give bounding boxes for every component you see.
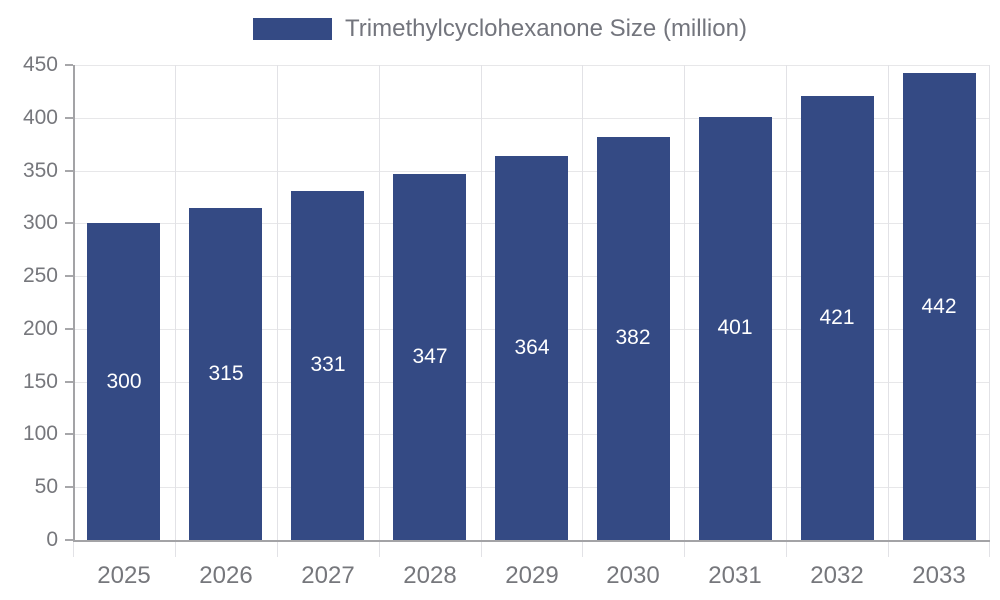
- y-axis-tick: [65, 380, 73, 383]
- y-axis-tick: [65, 486, 73, 489]
- x-axis-line: [73, 540, 990, 542]
- gridline-vertical: [277, 65, 278, 557]
- gridline-horizontal: [73, 117, 990, 119]
- bar[interactable]: [189, 207, 262, 540]
- gridline-vertical: [888, 65, 889, 557]
- y-axis-tick: [65, 275, 73, 278]
- x-tick-label: 2033: [912, 562, 966, 589]
- y-tick-label: 400: [22, 105, 58, 129]
- y-axis-tick: [65, 169, 73, 172]
- y-axis-tick: [65, 433, 73, 436]
- y-axis-tick: [65, 222, 73, 225]
- y-axis-tick: [65, 116, 73, 119]
- x-tick-label: 2026: [199, 562, 253, 589]
- y-tick-label: 300: [22, 211, 58, 235]
- bar[interactable]: [597, 136, 670, 540]
- bar[interactable]: [801, 95, 874, 540]
- y-tick-label: 250: [22, 264, 58, 288]
- legend-swatch: [253, 18, 333, 40]
- y-axis-line: [73, 65, 75, 540]
- plot-area: 0 50 100 150 200 250 300 350 400 450 300 315 331 347…: [23, 53, 990, 589]
- gridline-vertical: [582, 65, 583, 557]
- bar[interactable]: [903, 73, 976, 540]
- gridline-vertical: [481, 65, 482, 557]
- y-tick-label: 350: [22, 158, 58, 182]
- y-tick-label: 150: [22, 369, 58, 393]
- y-tick-label: 0: [46, 528, 58, 551]
- bar[interactable]: [87, 223, 160, 540]
- y-axis-tick: [65, 327, 73, 330]
- legend-item[interactable]: Trimethylcyclohexanone Size (million): [0, 17, 1000, 41]
- x-tick-label: 2027: [301, 562, 355, 589]
- x-tick-label: 2031: [708, 562, 762, 589]
- x-tick-label: 2028: [403, 562, 457, 589]
- y-axis-tick: [65, 64, 73, 66]
- gridline-vertical: [989, 65, 990, 557]
- x-tick-label: 2032: [810, 562, 864, 589]
- bar[interactable]: [495, 155, 568, 540]
- bar[interactable]: [393, 173, 466, 540]
- gridline-vertical: [175, 65, 176, 557]
- gridline-vertical: [379, 65, 380, 557]
- y-tick-label: 100: [22, 422, 58, 446]
- x-tick-label: 2029: [505, 562, 559, 589]
- x-tick-label: 2025: [97, 562, 151, 589]
- y-tick-label: 450: [22, 53, 58, 76]
- gridline-horizontal: [73, 65, 990, 66]
- legend-label: Trimethylcyclohexanone Size (million): [345, 15, 747, 42]
- bar[interactable]: [699, 116, 772, 540]
- x-tick-label: 2030: [606, 562, 660, 589]
- y-tick-label: 50: [34, 475, 58, 499]
- y-axis-tick: [65, 539, 73, 541]
- bar[interactable]: [291, 190, 364, 540]
- gridline-vertical: [684, 65, 685, 557]
- y-tick-label: 200: [22, 316, 58, 340]
- gridline-vertical: [786, 65, 787, 557]
